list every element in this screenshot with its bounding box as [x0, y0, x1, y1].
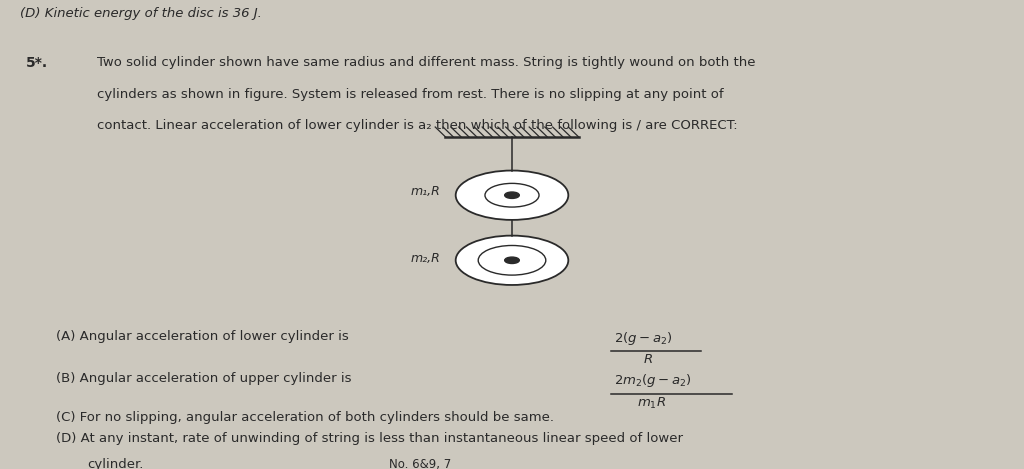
Text: $m_1R$: $m_1R$ [637, 396, 666, 411]
Text: (D) At any instant, rate of unwinding of string is less than instantaneous linea: (D) At any instant, rate of unwinding of… [56, 432, 683, 445]
Text: $R$: $R$ [643, 353, 653, 366]
Text: cylinders as shown in figure. System is released from rest. There is no slipping: cylinders as shown in figure. System is … [97, 88, 724, 100]
Text: No. 6&9, 7: No. 6&9, 7 [389, 458, 452, 469]
Text: (D) Kinetic energy of the disc is 36 J.: (D) Kinetic energy of the disc is 36 J. [20, 7, 262, 20]
Circle shape [478, 245, 546, 275]
Circle shape [505, 192, 519, 198]
Text: (A) Angular acceleration of lower cylinder is: (A) Angular acceleration of lower cylind… [56, 330, 349, 343]
Circle shape [485, 183, 539, 207]
Text: cylinder.: cylinder. [87, 458, 143, 469]
Text: $2m_2(g-a_2)$: $2m_2(g-a_2)$ [614, 372, 692, 389]
Text: m₁,R: m₁,R [411, 185, 440, 198]
Text: (B) Angular acceleration of upper cylinder is: (B) Angular acceleration of upper cylind… [56, 372, 352, 386]
Circle shape [456, 235, 568, 285]
Circle shape [456, 171, 568, 220]
Text: $2(g-a_2)$: $2(g-a_2)$ [614, 330, 673, 347]
Text: Two solid cylinder shown have same radius and different mass. String is tightly : Two solid cylinder shown have same radiu… [97, 56, 756, 69]
Text: (C) For no slipping, angular acceleration of both cylinders should be same.: (C) For no slipping, angular acceleratio… [56, 411, 554, 424]
Circle shape [505, 257, 519, 264]
Text: contact. Linear acceleration of lower cylinder is a₂ then which of the following: contact. Linear acceleration of lower cy… [97, 119, 738, 132]
Text: m₂,R: m₂,R [411, 251, 440, 265]
Text: 5*.: 5*. [26, 56, 48, 70]
